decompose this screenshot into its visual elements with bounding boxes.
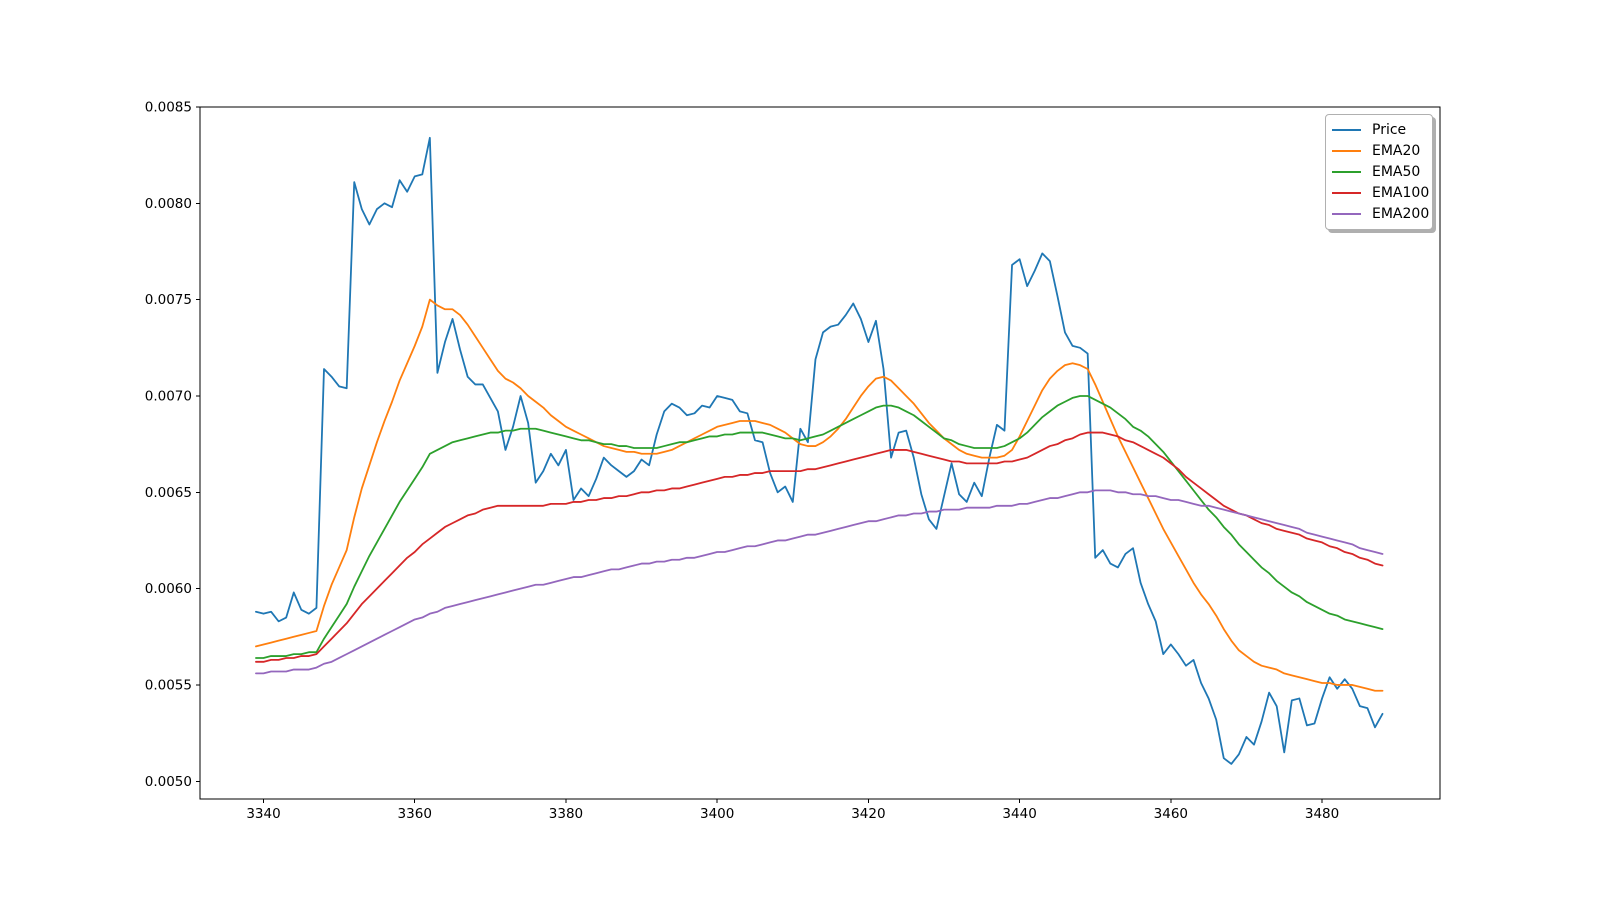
- legend-item-ema100: EMA100: [1332, 182, 1430, 203]
- legend-line-swatch-ema200: [1332, 212, 1361, 215]
- legend-label: EMA20: [1372, 142, 1421, 159]
- y-tick-label: 0.0070: [145, 388, 192, 404]
- legend-label: Price: [1372, 121, 1407, 138]
- x-tick-label: 3420: [851, 806, 885, 822]
- y-tick-label: 0.0080: [145, 196, 192, 212]
- ema200-line: [255, 489, 1384, 675]
- legend-box: Price EMA20 EMA50 EMA100 EMA200: [1325, 114, 1433, 230]
- y-tick-label: 0.0085: [145, 100, 192, 116]
- x-tick-label: 3380: [549, 806, 583, 822]
- x-tick-label: 3480: [1305, 806, 1339, 822]
- y-tick-label: 0.0075: [145, 292, 192, 308]
- legend-item-ema50: EMA50: [1332, 161, 1426, 182]
- y-tick-label: 0.0065: [145, 485, 192, 501]
- legend-item-ema20: EMA20: [1332, 140, 1426, 161]
- legend-line-swatch-ema50: [1332, 170, 1361, 173]
- y-tick-label: 0.0055: [145, 677, 192, 693]
- x-tick-label: 3460: [1154, 806, 1188, 822]
- legend-line-swatch-ema20: [1332, 149, 1361, 152]
- x-tick-label: 3360: [398, 806, 432, 822]
- x-tick-label: 3440: [1002, 806, 1036, 822]
- legend-label: EMA50: [1372, 163, 1421, 180]
- ema100-line: [255, 431, 1384, 663]
- y-tick-label: 0.0060: [145, 581, 192, 597]
- ema20-line: [255, 298, 1384, 692]
- x-tick-label: 3400: [700, 806, 734, 822]
- legend-label: EMA200: [1372, 205, 1430, 222]
- legend-label: EMA100: [1372, 184, 1430, 201]
- price-line: [255, 136, 1384, 765]
- y-tick-label: 0.0050: [145, 774, 192, 790]
- x-tick-label: 3340: [246, 806, 280, 822]
- axes-frame: [199, 106, 1441, 800]
- legend-item-ema200: EMA200: [1332, 203, 1430, 224]
- legend-item-price: Price: [1332, 119, 1426, 140]
- legend-line-swatch-ema100: [1332, 191, 1361, 194]
- legend-line-swatch-price: [1332, 128, 1361, 131]
- ema50-line: [255, 395, 1384, 659]
